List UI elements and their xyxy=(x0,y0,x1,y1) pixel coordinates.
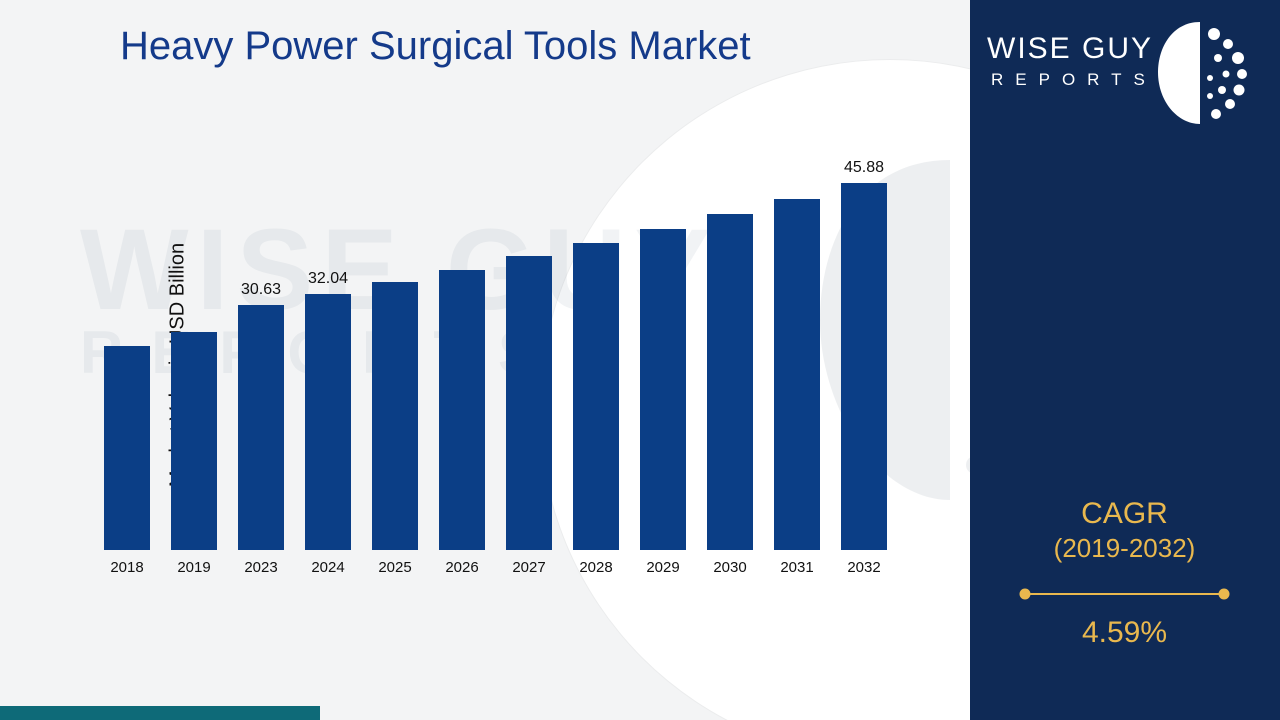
bar-value-label: 30.63 xyxy=(226,281,296,299)
bar xyxy=(171,332,217,550)
x-tick: 2032 xyxy=(829,559,899,576)
bar xyxy=(774,199,820,550)
cagr-title: CAGR xyxy=(1007,497,1242,531)
bar-value-label: 32.04 xyxy=(293,270,363,288)
cagr-block: CAGR (2019-2032) 4.59% xyxy=(1007,497,1242,650)
bar xyxy=(640,229,686,550)
chart-title: Heavy Power Surgical Tools Market xyxy=(120,24,751,69)
bar xyxy=(238,305,284,550)
bar xyxy=(506,256,552,550)
x-tick: 2031 xyxy=(762,559,832,576)
bar xyxy=(305,294,351,550)
cagr-range: (2019-2032) xyxy=(1007,533,1242,564)
bar-value-label: 45.88 xyxy=(829,159,899,177)
x-tick: 2026 xyxy=(427,559,497,576)
bar xyxy=(439,270,485,550)
bar xyxy=(841,183,887,550)
x-tick: 2018 xyxy=(92,559,162,576)
x-tick: 2024 xyxy=(293,559,363,576)
x-tick: 2023 xyxy=(226,559,296,576)
bottom-strip xyxy=(0,706,320,720)
cagr-divider xyxy=(1025,582,1224,606)
cagr-value: 4.59% xyxy=(1007,616,1242,650)
brand-line1: WISE GUY xyxy=(987,32,1153,66)
bar xyxy=(707,214,753,550)
x-tick: 2030 xyxy=(695,559,765,576)
x-tick: 2027 xyxy=(494,559,564,576)
x-tick: 2025 xyxy=(360,559,430,576)
plot-area: 20182019202330.63202432.0420252026202720… xyxy=(104,150,910,550)
x-tick: 2028 xyxy=(561,559,631,576)
bar-chart: Market Value in USD Billion 201820192023… xyxy=(70,150,910,580)
bar xyxy=(573,243,619,550)
brand-line2: REPORTS xyxy=(991,70,1157,90)
x-tick: 2019 xyxy=(159,559,229,576)
brand-logo: WISE GUY REPORTS xyxy=(987,18,1252,128)
bar xyxy=(372,282,418,550)
bar xyxy=(104,346,150,550)
x-tick: 2029 xyxy=(628,559,698,576)
stage: WISE GUY REPORTS Heavy Power Surgical To… xyxy=(0,0,1280,720)
brand-head-icon xyxy=(1152,18,1252,128)
